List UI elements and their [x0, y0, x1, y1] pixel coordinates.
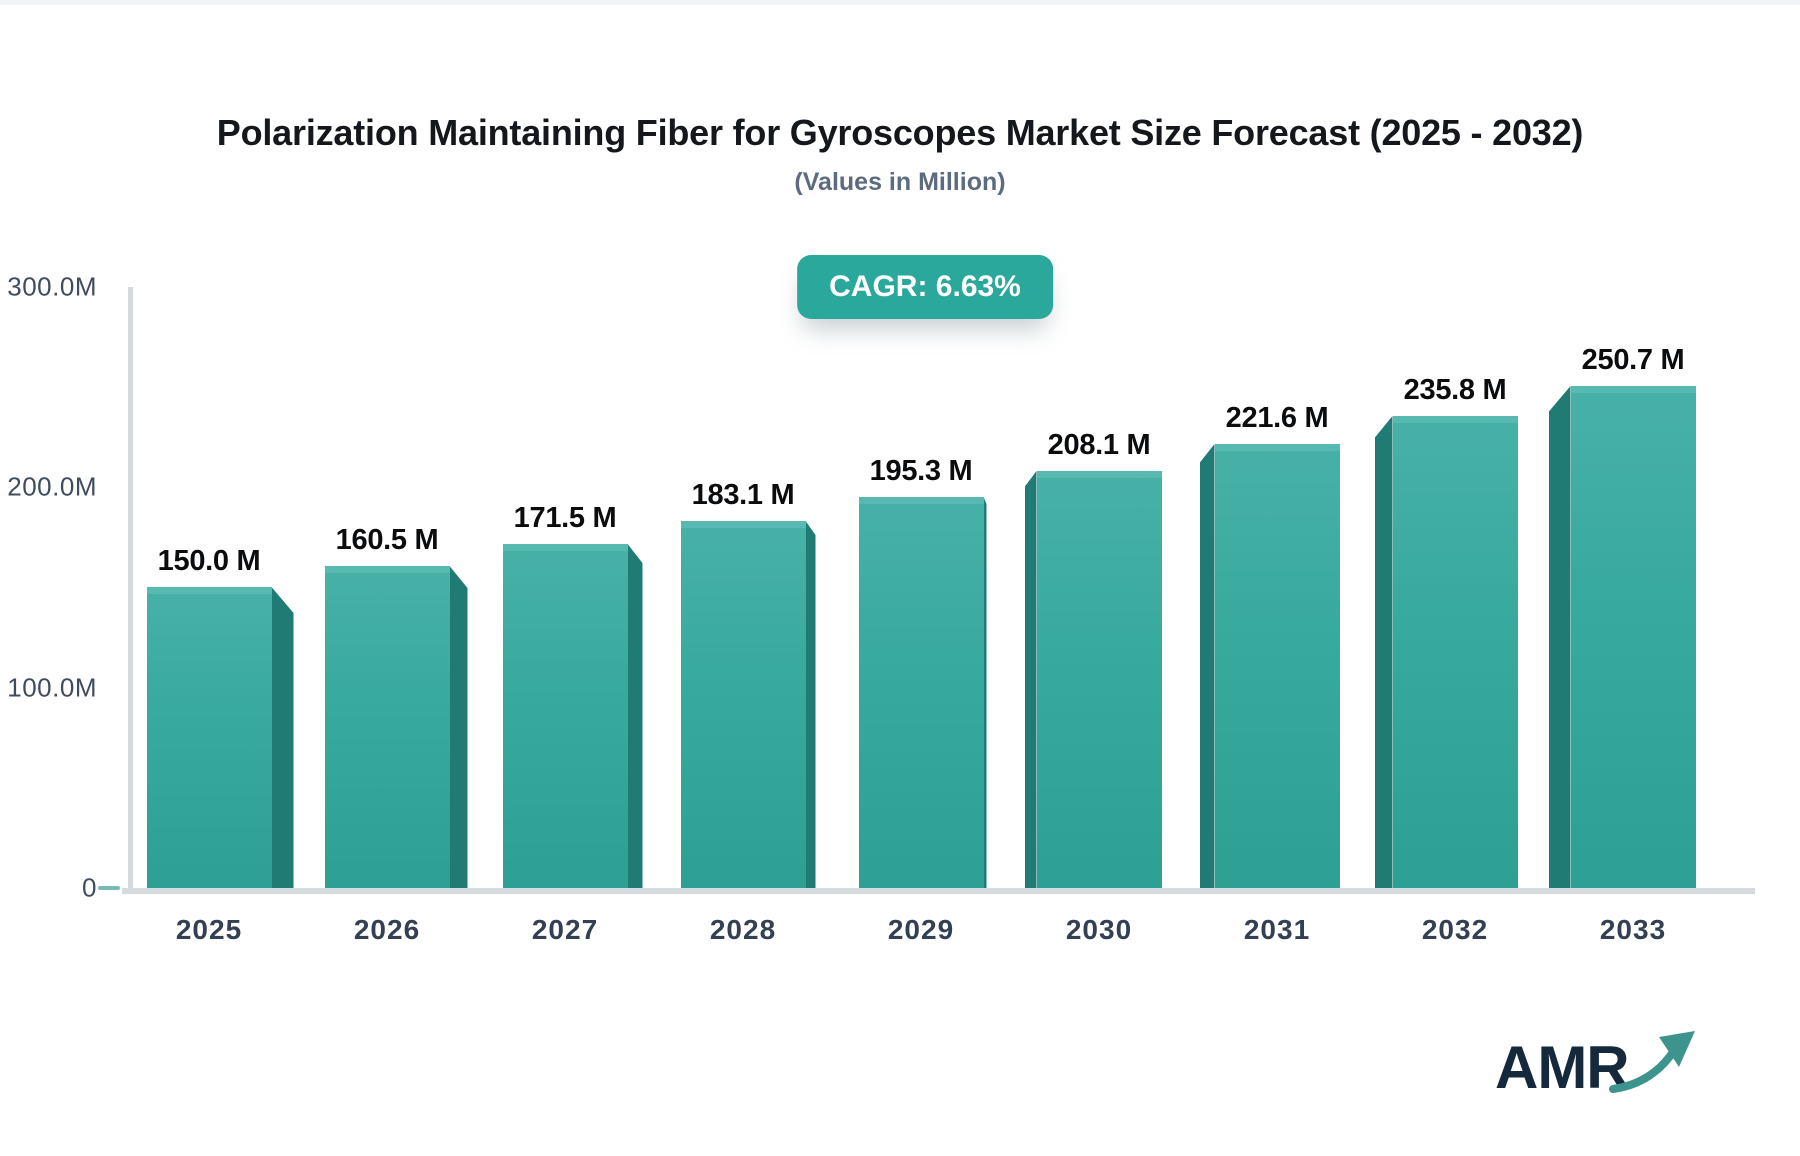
bar-front-face: [1214, 444, 1340, 888]
y-tick-label: 100.0M: [7, 672, 97, 703]
bar-front-face: [1570, 386, 1696, 888]
x-tick-label: 2030: [1065, 914, 1133, 945]
bar-2027: [502, 544, 643, 888]
y-tick-label: 0: [82, 872, 97, 903]
cagr-badge: CAGR: 6.63%: [797, 255, 1053, 319]
bar-top-highlight: [146, 587, 272, 594]
y-axis-line: [128, 287, 133, 888]
bar-top-highlight: [680, 521, 806, 528]
y-tick-label: 300.0M: [7, 271, 97, 302]
x-tick-label: 2032: [1421, 914, 1489, 945]
x-tick-label: 2025: [175, 914, 243, 945]
x-tick-label: 2029: [887, 914, 955, 945]
bar-top-highlight: [1392, 416, 1518, 423]
bar-side-face: [1548, 386, 1571, 888]
bar-2025: [146, 587, 294, 888]
bar-value-label: 160.5 M: [335, 524, 439, 556]
bar-value-label: 183.1 M: [691, 479, 795, 511]
bar-value-label: 235.8 M: [1403, 374, 1507, 406]
bar-value-label: 208.1 M: [1047, 429, 1151, 461]
bar-front-face: [502, 544, 628, 888]
page-top-edge-strip: [0, 0, 1800, 5]
bar-top-highlight: [1214, 444, 1340, 451]
bar-front-face: [1036, 471, 1162, 888]
bar-value-label: 195.3 M: [869, 455, 973, 487]
x-tick-label: 2027: [531, 914, 599, 945]
chart-title: Polarization Maintaining Fiber for Gyros…: [216, 112, 1584, 154]
bar-2029: [858, 497, 987, 888]
x-tick-label: 2033: [1599, 914, 1667, 945]
bar-2028: [680, 521, 816, 888]
chart-subtitle: (Values in Million): [794, 167, 1006, 196]
bar-value-label: 150.0 M: [157, 545, 261, 577]
bar-value-label: 171.5 M: [513, 502, 617, 534]
bar-front-face: [1392, 416, 1518, 888]
bar-top-highlight: [324, 566, 450, 573]
bar-side-face: [983, 497, 987, 888]
zero-tick-mark: [98, 886, 120, 890]
bar-2031: [1199, 444, 1340, 888]
bar-value-label: 250.7 M: [1581, 344, 1685, 376]
bar-side-face: [271, 587, 294, 888]
growth-arrow-icon: [1607, 1025, 1703, 1100]
x-tick-label: 2026: [353, 914, 421, 945]
bar-side-face: [1199, 444, 1215, 888]
y-tick-label: 200.0M: [7, 471, 97, 502]
amr-logo: AMR: [1495, 1028, 1695, 1108]
bar-value-label: 221.6 M: [1225, 402, 1329, 434]
bar-top-highlight: [1570, 386, 1696, 393]
bar-top-highlight: [858, 497, 984, 504]
x-tick-label: 2031: [1243, 914, 1311, 945]
bar-side-face: [449, 566, 468, 888]
amr-logo-text: AMR: [1495, 1034, 1630, 1101]
bar-2030: [1024, 471, 1162, 888]
bar-front-face: [324, 566, 450, 888]
x-axis-baseline: [122, 888, 1755, 894]
bar-side-face: [627, 544, 643, 888]
x-tick-label: 2028: [709, 914, 777, 945]
bar-front-face: [146, 587, 272, 888]
bar-side-face: [1024, 471, 1037, 888]
bar-front-face: [680, 521, 806, 888]
bar-side-face: [805, 521, 816, 888]
bar-top-highlight: [502, 544, 628, 551]
bar-2033: [1548, 386, 1696, 888]
bar-2026: [324, 566, 468, 888]
bar-2032: [1374, 416, 1518, 888]
bar-top-highlight: [1036, 471, 1162, 478]
bar-front-face: [858, 497, 984, 888]
bar-side-face: [1374, 416, 1393, 888]
